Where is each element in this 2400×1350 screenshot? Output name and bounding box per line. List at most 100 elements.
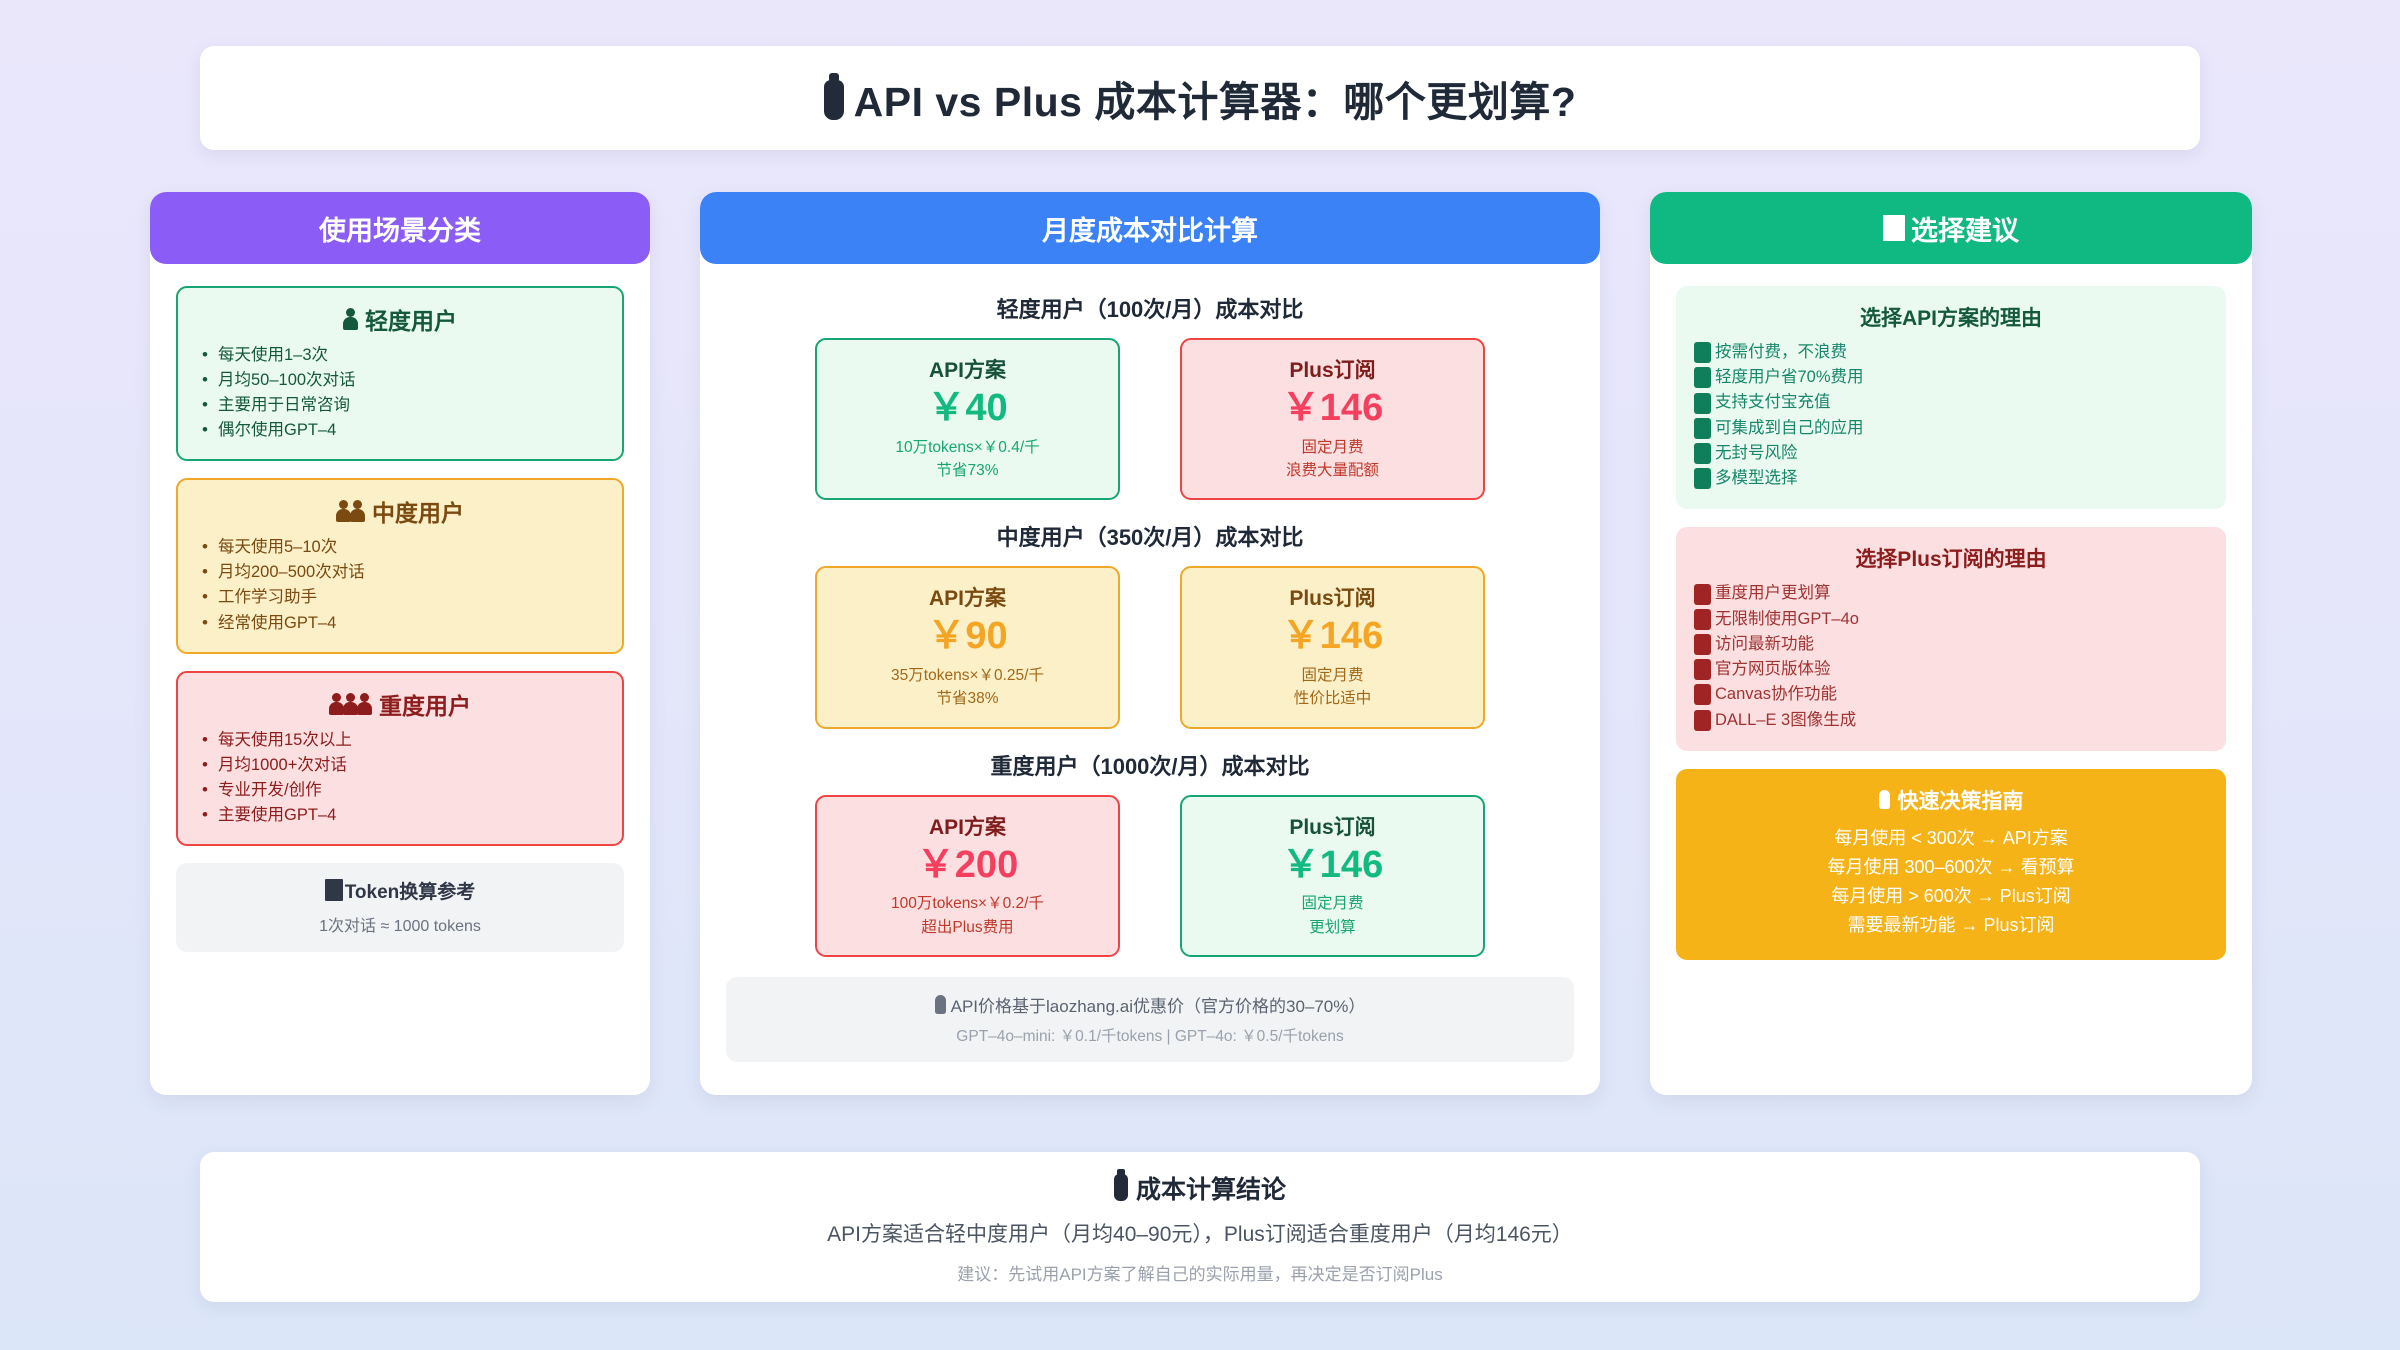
price-source-main: API价格基于laozhang.ai优惠价（官方价格的30–70%） bbox=[736, 992, 1564, 1017]
plan-label: API方案 bbox=[928, 587, 1006, 611]
conclusion-title: 成本计算结论 bbox=[1113, 1169, 1286, 1206]
list-item: 每天使用15次以上 bbox=[196, 727, 604, 753]
comparison-group-light: 轻度用户（100次/月）成本对比 API方案 ￥40 10万tokens×￥0.… bbox=[726, 292, 1574, 501]
list-item: 轻度用户省70%费用 bbox=[1694, 365, 2208, 390]
list-item: 无封号风险 bbox=[1694, 441, 2208, 466]
quick-decision-guide-title-label: 快速决策指南 bbox=[1897, 789, 2024, 813]
usecase-card-light: 轻度用户 每天使用1–3次 月均50–100次对话 主要用于日常咨询 偶尔使用G… bbox=[176, 286, 624, 462]
price-highlight: 超出Plus费用 bbox=[921, 918, 1014, 936]
usecase-title-heavy: 重度用户 bbox=[196, 687, 604, 721]
comparison-title-medium: 中度用户（350次/月）成本对比 bbox=[996, 525, 1304, 551]
plan-label: Plus订阅 bbox=[1289, 815, 1376, 839]
usecase-card-medium: 中度用户 每天使用5–10次 月均200–500次对话 工作学习助手 经常使用G… bbox=[176, 478, 624, 654]
panel-header-cost: 月度成本对比计算 bbox=[700, 192, 1600, 264]
plus-reasons-box: 选择Plus订阅的理由 重度用户更划算 无限制使用GPT–4o 访问最新功能 官… bbox=[1676, 527, 2226, 751]
list-item: 经常使用GPT–4 bbox=[196, 610, 604, 636]
cost-card-plus-heavy: Plus订阅 ￥146 固定月费 更划算 bbox=[1180, 794, 1485, 957]
square-tofu-icon bbox=[324, 879, 343, 902]
page-title-text: API vs Plus 成本计算器：哪个更划算? bbox=[853, 79, 1577, 125]
plan-label: API方案 bbox=[928, 359, 1006, 382]
price-highlight: 节省38% bbox=[936, 690, 999, 708]
list-item-label: 可集成到自己的应用 bbox=[1715, 418, 1864, 437]
plan-label: API方案 bbox=[928, 815, 1006, 839]
token-reference-subtitle: 1次对话 ≈ 1000 tokens bbox=[319, 917, 481, 935]
square-tofu-icon bbox=[1694, 367, 1711, 389]
list-item: 无限制使用GPT–4o bbox=[1694, 607, 2208, 632]
comparison-title-heavy: 重度用户（1000次/月）成本对比 bbox=[990, 753, 1310, 779]
list-item: 月均50–100次对话 bbox=[196, 367, 604, 393]
cost-card-api-medium: API方案 ￥90 35万tokens×￥0.25/千 节省38% bbox=[815, 566, 1120, 729]
square-tofu-icon bbox=[1883, 215, 1905, 241]
list-item-label: 访问最新功能 bbox=[1715, 634, 1814, 653]
price-value: ￥146 bbox=[1281, 387, 1384, 429]
plan-label: Plus订阅 bbox=[1289, 587, 1376, 611]
panel-header-usage: 使用场景分类 bbox=[150, 192, 650, 264]
page-title: API vs Plus 成本计算器：哪个更划算? bbox=[823, 68, 1577, 128]
list-item-label: 多模型选择 bbox=[1715, 469, 1798, 488]
square-tofu-icon bbox=[1694, 709, 1711, 731]
usecase-list-light: 每天使用1–3次 月均50–100次对话 主要用于日常咨询 偶尔使用GPT–4 bbox=[196, 342, 604, 443]
plan-label: Plus订阅 bbox=[1289, 359, 1376, 382]
price-source-main-label: API价格基于laozhang.ai优惠价（官方价格的30–70%） bbox=[950, 996, 1366, 1016]
guide-line: 每月使用 > 600次 → Plus订阅 bbox=[1831, 886, 2071, 907]
square-tofu-icon bbox=[1694, 633, 1711, 655]
panel-header-cost-label: 月度成本对比计算 bbox=[1042, 215, 1258, 246]
comparison-title-light: 轻度用户（100次/月）成本对比 bbox=[996, 297, 1304, 322]
list-item: 每天使用5–10次 bbox=[196, 534, 604, 560]
conclusion-main: API方案适合轻中度用户（月均40–90元），Plus订阅适合重度用户（月均14… bbox=[827, 1222, 1573, 1246]
list-item: 工作学习助手 bbox=[196, 584, 604, 610]
list-item-label: 官方网页版体验 bbox=[1715, 660, 1831, 679]
cost-card-plus-medium: Plus订阅 ￥146 固定月费 性价比适中 bbox=[1180, 566, 1485, 729]
conclusion-card: 成本计算结论 API方案适合轻中度用户（月均40–90元），Plus订阅适合重度… bbox=[200, 1152, 2200, 1302]
list-item-label: 无封号风险 bbox=[1715, 443, 1798, 462]
comparison-group-medium: 中度用户（350次/月）成本对比 API方案 ￥90 35万tokens×￥0.… bbox=[726, 520, 1574, 729]
price-highlight: 性价比适中 bbox=[1293, 690, 1372, 708]
list-item: 主要使用GPT–4 bbox=[196, 802, 604, 828]
comparison-row-medium: API方案 ￥90 35万tokens×￥0.25/千 节省38% Plus订阅… bbox=[726, 566, 1574, 729]
token-reference-box: Token换算参考 1次对话 ≈ 1000 tokens bbox=[176, 862, 624, 952]
list-item: 支持支付宝充值 bbox=[1694, 390, 2208, 415]
comparison-row-light: API方案 ￥40 10万tokens×￥0.4/千 节省73% Plus订阅 … bbox=[726, 338, 1574, 501]
list-item-label: 轻度用户省70%费用 bbox=[1715, 368, 1864, 387]
list-item: 每天使用1–3次 bbox=[196, 342, 604, 368]
title-card: API vs Plus 成本计算器：哪个更划算? bbox=[200, 46, 2200, 150]
usecase-card-heavy: 重度用户 每天使用15次以上 月均1000+次对话 专业开发/创作 主要使用GP… bbox=[176, 670, 624, 846]
lightbulb-icon bbox=[1878, 790, 1890, 810]
list-item: 按需付费，不浪费 bbox=[1694, 340, 2208, 365]
list-item: 访问最新功能 bbox=[1694, 632, 2208, 657]
price-detail: 100万tokens×￥0.2/千 bbox=[891, 895, 1044, 913]
square-tofu-icon bbox=[1694, 659, 1711, 681]
list-item: 主要用于日常咨询 bbox=[196, 392, 604, 418]
panel-header-recommendation-label: 选择建议 bbox=[1911, 215, 2019, 246]
usecase-list-medium: 每天使用5–10次 月均200–500次对话 工作学习助手 经常使用GPT–4 bbox=[196, 534, 604, 636]
panel-usage-scenarios: 使用场景分类 轻度用户 每天使用1–3次 月均50–100次对话 主要用于日常咨… bbox=[150, 192, 650, 1095]
list-item-label: DALL–E 3图像生成 bbox=[1715, 710, 1857, 729]
usecase-title-light-label: 轻度用户 bbox=[365, 308, 457, 334]
list-item: 多模型选择 bbox=[1694, 466, 2208, 491]
list-item: 重度用户更划算 bbox=[1694, 581, 2208, 606]
one-person-icon bbox=[343, 308, 358, 330]
usecase-title-heavy-label: 重度用户 bbox=[379, 692, 471, 719]
price-source-sub: GPT–4o–mini: ￥0.1/千tokens | GPT–4o: ￥0.5… bbox=[956, 1027, 1344, 1045]
panel-body-usage: 轻度用户 每天使用1–3次 月均50–100次对话 主要用于日常咨询 偶尔使用G… bbox=[150, 264, 650, 972]
three-people-icon bbox=[329, 692, 372, 715]
token-reference-title: Token换算参考 bbox=[186, 877, 614, 904]
plus-reasons-title: 选择Plus订阅的理由 bbox=[1855, 548, 2047, 572]
price-highlight: 浪费大量配额 bbox=[1285, 462, 1379, 480]
list-item-label: 支持支付宝充值 bbox=[1715, 393, 1831, 412]
quick-decision-guide-box: 快速决策指南 每月使用 < 300次 → API方案 每月使用 300–600次… bbox=[1676, 768, 2226, 961]
square-tofu-icon bbox=[1694, 608, 1711, 630]
conclusion-title-label: 成本计算结论 bbox=[1135, 1175, 1286, 1204]
token-reference-title-label: Token换算参考 bbox=[344, 881, 476, 903]
list-item-label: 无限制使用GPT–4o bbox=[1715, 609, 1859, 628]
list-item: Canvas协作功能 bbox=[1694, 682, 2208, 707]
usecase-list-heavy: 每天使用15次以上 月均1000+次对话 专业开发/创作 主要使用GPT–4 bbox=[196, 727, 604, 828]
comparison-group-heavy: 重度用户（1000次/月）成本对比 API方案 ￥200 100万tokens×… bbox=[726, 749, 1574, 957]
api-reasons-title: 选择API方案的理由 bbox=[1859, 307, 2042, 330]
square-tofu-icon bbox=[1694, 443, 1711, 465]
price-detail: 10万tokens×￥0.4/千 bbox=[895, 438, 1040, 456]
usecase-title-light: 轻度用户 bbox=[196, 302, 604, 336]
guide-line: 每月使用 < 300次 → API方案 bbox=[1834, 827, 2068, 848]
price-value: ￥146 bbox=[1281, 615, 1384, 658]
api-reasons-box: 选择API方案的理由 按需付费，不浪费 轻度用户省70%费用 支持支付宝充值 可… bbox=[1676, 286, 2226, 510]
